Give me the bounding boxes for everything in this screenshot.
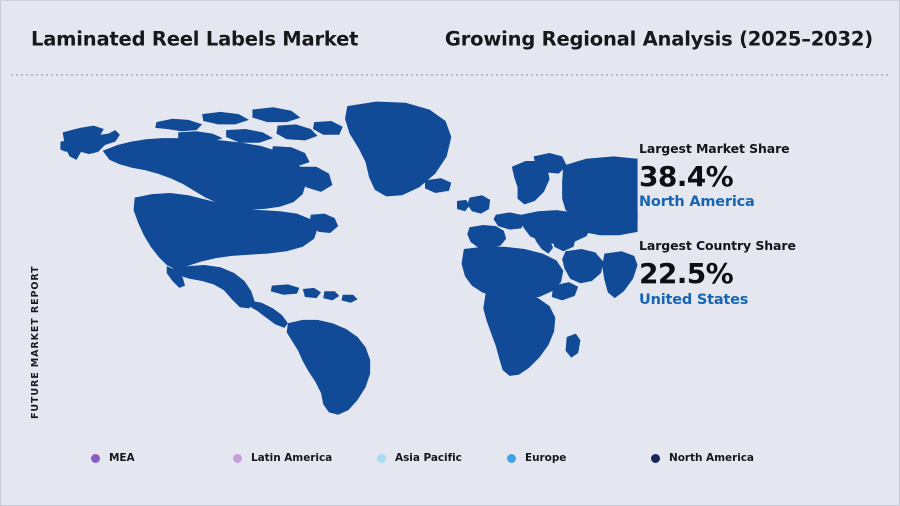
legend-label: Asia Pacific [395,452,462,464]
header-divider [11,74,891,76]
stat-label: Largest Country Share [639,238,796,254]
legend-label: North America [669,452,754,464]
stat-largest-country-share: Largest Country Share 22.5% United State… [639,238,884,307]
world-map [59,97,639,417]
legend-label: Latin America [251,452,333,464]
map-landmasses [60,101,638,415]
stat-value: 22.5% [639,257,734,291]
legend-label: MEA [109,452,135,464]
legend-label: Europe [525,452,567,464]
legend-dot-icon [507,453,516,463]
legend-item-latin-america: Latin America [233,447,332,469]
page-title: Laminated Reel Labels Market [31,27,359,51]
stat-region: North America [639,194,755,211]
stat-region: United States [639,291,749,308]
legend-dot-icon [377,453,386,463]
legend-dot-icon [233,453,242,463]
brand-watermark: FUTURE MARKET REPORT [30,265,41,419]
stat-value: 38.4% [639,160,734,193]
stat-label: Largest Market Share [639,141,790,156]
legend-item-europe: Europe [507,447,566,469]
stat-largest-market-share: Largest Market Share 38.4% North America [639,141,884,210]
legend-dot-icon [91,453,100,463]
header: Laminated Reel Labels Market Growing Reg… [1,1,899,76]
legend-item-asia-pacific: Asia Pacific [377,447,462,469]
legend-item-north-america: North America [651,447,754,469]
legend-dot-icon [651,453,660,463]
legend-item-mea: MEA [91,447,135,469]
stats-panel: Largest Market Share 38.4% North America… [639,141,884,336]
world-map-svg [60,101,638,415]
legend: MEA Latin America Asia Pacific Europe No… [1,447,899,469]
header-subtitle: Growing Regional Analysis (2025–2032) [444,27,873,51]
